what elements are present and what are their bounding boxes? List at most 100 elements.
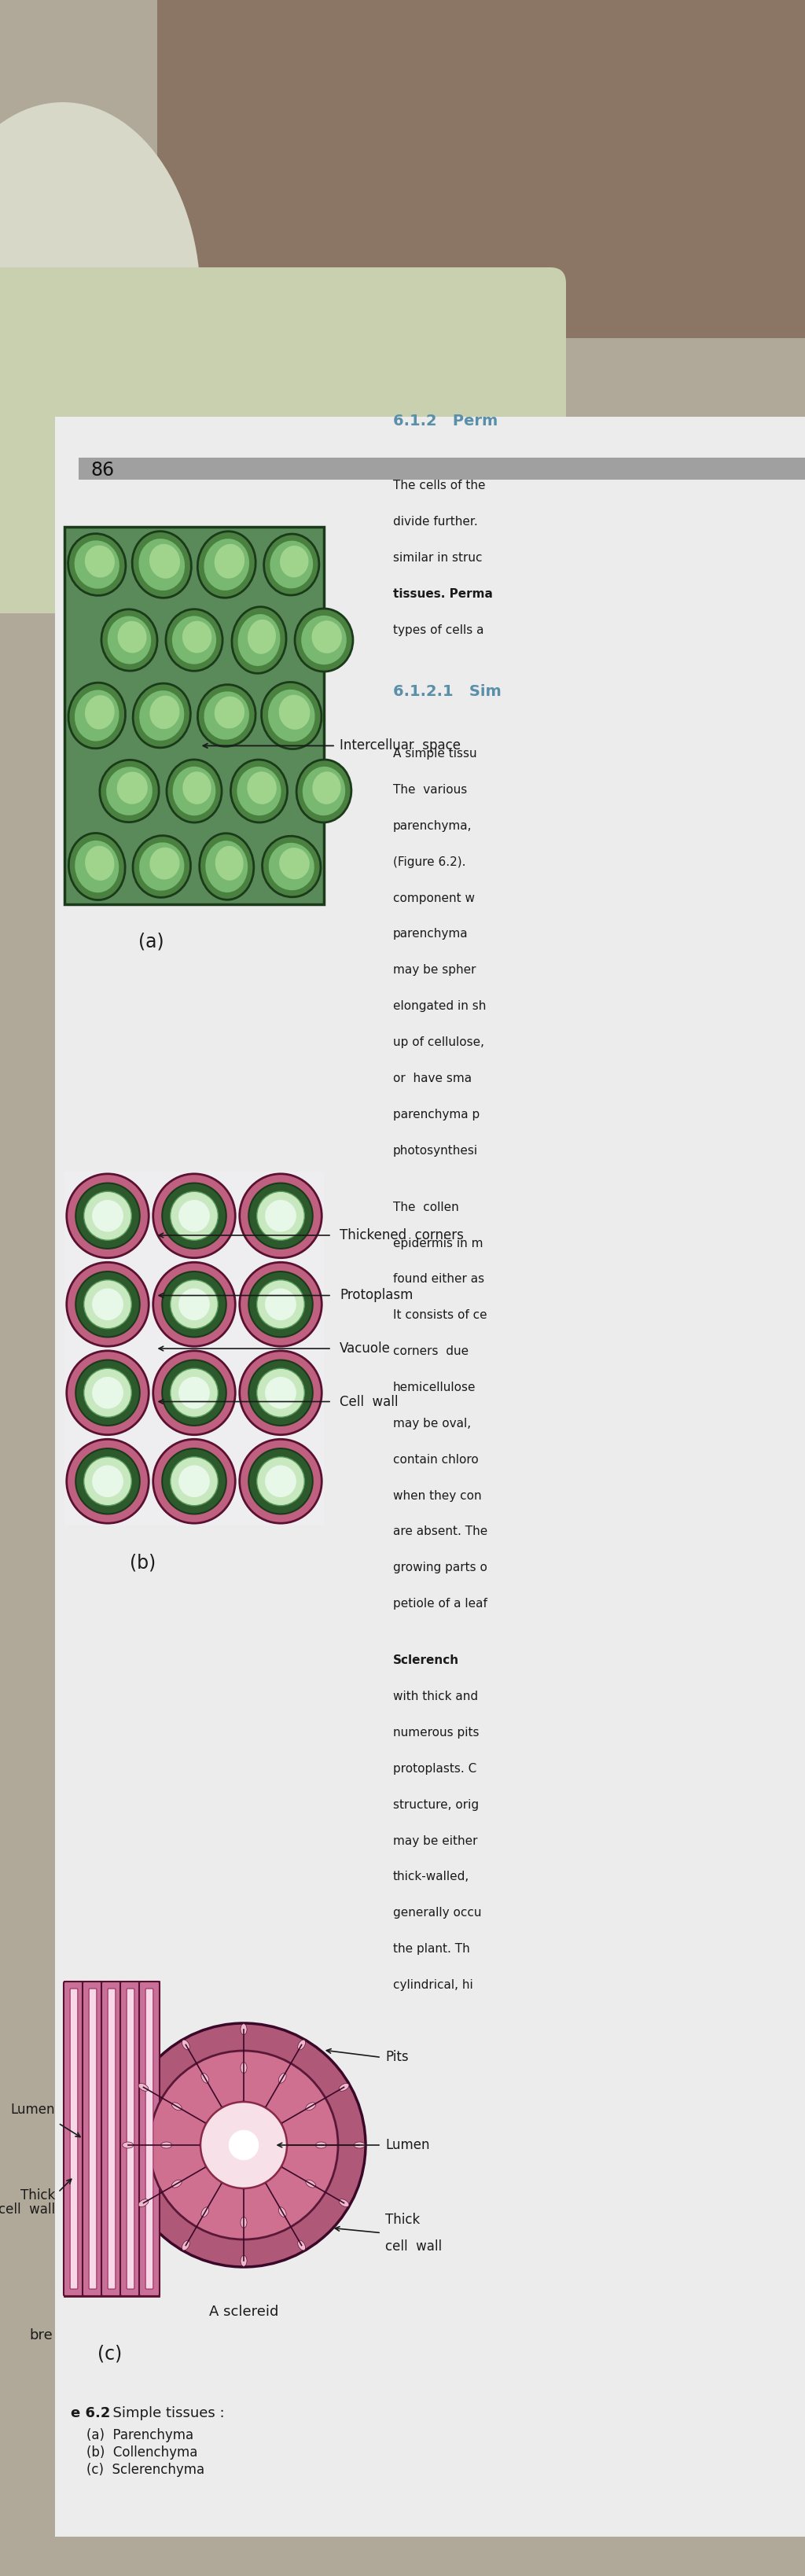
Ellipse shape <box>150 696 180 729</box>
Text: (c): (c) <box>97 2344 122 2362</box>
Ellipse shape <box>240 1262 322 1347</box>
FancyBboxPatch shape <box>146 1989 153 2290</box>
Text: photosynthesi: photosynthesi <box>393 1144 478 1157</box>
Ellipse shape <box>117 773 147 804</box>
Text: (a)  Parenchyma: (a) Parenchyma <box>86 2429 193 2442</box>
Text: bre: bre <box>29 2329 52 2342</box>
Ellipse shape <box>237 768 281 817</box>
FancyBboxPatch shape <box>0 268 566 613</box>
Ellipse shape <box>200 832 254 899</box>
Ellipse shape <box>265 1200 296 1231</box>
Ellipse shape <box>298 2040 305 2050</box>
FancyBboxPatch shape <box>89 1989 97 2290</box>
Ellipse shape <box>249 1182 312 1249</box>
Text: (a): (a) <box>138 933 163 951</box>
Ellipse shape <box>84 1458 131 1504</box>
Ellipse shape <box>205 840 248 891</box>
Ellipse shape <box>84 1368 131 1417</box>
Ellipse shape <box>150 848 180 878</box>
Ellipse shape <box>183 773 211 804</box>
Text: divide further.: divide further. <box>393 515 478 528</box>
Ellipse shape <box>85 696 114 729</box>
Ellipse shape <box>106 768 152 817</box>
Text: Thick: Thick <box>20 2190 55 2202</box>
Ellipse shape <box>162 1448 226 1515</box>
Text: contain chloro: contain chloro <box>393 1453 478 1466</box>
Text: Pits: Pits <box>386 2050 408 2063</box>
Ellipse shape <box>312 621 342 654</box>
Ellipse shape <box>172 616 217 665</box>
Ellipse shape <box>306 2102 316 2110</box>
Ellipse shape <box>265 1376 296 1409</box>
Text: The  collen: The collen <box>393 1200 459 1213</box>
Ellipse shape <box>85 845 114 881</box>
Text: Intercelluar  space: Intercelluar space <box>340 739 460 752</box>
Circle shape <box>200 2102 287 2190</box>
Text: cylindrical, hi: cylindrical, hi <box>393 1978 473 1991</box>
Text: found either as: found either as <box>393 1273 485 1285</box>
Text: similar in struc: similar in struc <box>393 551 482 564</box>
Ellipse shape <box>68 533 126 595</box>
Ellipse shape <box>237 613 280 667</box>
Ellipse shape <box>166 608 222 670</box>
Ellipse shape <box>167 760 221 822</box>
Text: (b)  Collenchyma: (b) Collenchyma <box>86 2445 197 2460</box>
Ellipse shape <box>149 544 180 580</box>
Ellipse shape <box>240 1440 322 1522</box>
Ellipse shape <box>67 1350 149 1435</box>
Ellipse shape <box>171 1280 218 1329</box>
Ellipse shape <box>241 2179 247 2190</box>
Ellipse shape <box>272 2123 283 2130</box>
Ellipse shape <box>231 760 287 822</box>
Ellipse shape <box>75 690 119 742</box>
FancyBboxPatch shape <box>70 1989 78 2290</box>
Text: with thick and: with thick and <box>393 1690 478 1703</box>
Ellipse shape <box>248 618 276 654</box>
Text: tissues. Perma: tissues. Perma <box>393 587 493 600</box>
Ellipse shape <box>221 2174 228 2184</box>
Text: 86: 86 <box>90 461 114 479</box>
Text: Lumen: Lumen <box>386 2138 430 2151</box>
Ellipse shape <box>139 842 184 891</box>
Ellipse shape <box>204 690 250 739</box>
Text: component w: component w <box>393 891 475 904</box>
Ellipse shape <box>161 2143 172 2148</box>
Ellipse shape <box>301 616 346 665</box>
Ellipse shape <box>270 541 313 587</box>
Text: Cell  wall: Cell wall <box>340 1394 398 1409</box>
Bar <box>79 459 805 479</box>
Text: Thick: Thick <box>386 2213 420 2226</box>
Text: e 6.2: e 6.2 <box>71 2406 110 2421</box>
Text: The  various: The various <box>393 783 467 796</box>
Text: generally occu: generally occu <box>393 1906 481 1919</box>
Text: corners  due: corners due <box>393 1345 469 1358</box>
Ellipse shape <box>84 1193 131 1239</box>
Ellipse shape <box>201 2208 209 2218</box>
Ellipse shape <box>138 2200 148 2208</box>
Ellipse shape <box>162 1360 226 1425</box>
FancyBboxPatch shape <box>55 417 805 2537</box>
FancyBboxPatch shape <box>101 1981 122 2295</box>
Ellipse shape <box>241 2218 247 2228</box>
Circle shape <box>122 2022 365 2267</box>
Ellipse shape <box>179 1200 210 1231</box>
Ellipse shape <box>339 2084 349 2092</box>
Text: The cells of the: The cells of the <box>393 479 485 492</box>
Ellipse shape <box>306 2179 316 2187</box>
Circle shape <box>150 2050 338 2239</box>
Ellipse shape <box>257 1193 304 1239</box>
Ellipse shape <box>316 2143 327 2148</box>
Ellipse shape <box>296 760 351 822</box>
Text: elongated in sh: elongated in sh <box>393 999 486 1012</box>
Ellipse shape <box>92 1466 123 1497</box>
Ellipse shape <box>279 2074 287 2084</box>
Ellipse shape <box>204 538 250 590</box>
Ellipse shape <box>241 2063 247 2074</box>
Ellipse shape <box>76 1360 140 1425</box>
Ellipse shape <box>133 683 191 747</box>
Ellipse shape <box>171 2102 182 2110</box>
Ellipse shape <box>182 621 212 654</box>
Ellipse shape <box>153 1440 235 1522</box>
Ellipse shape <box>249 1273 312 1337</box>
Text: A sclereid: A sclereid <box>209 2306 279 2318</box>
